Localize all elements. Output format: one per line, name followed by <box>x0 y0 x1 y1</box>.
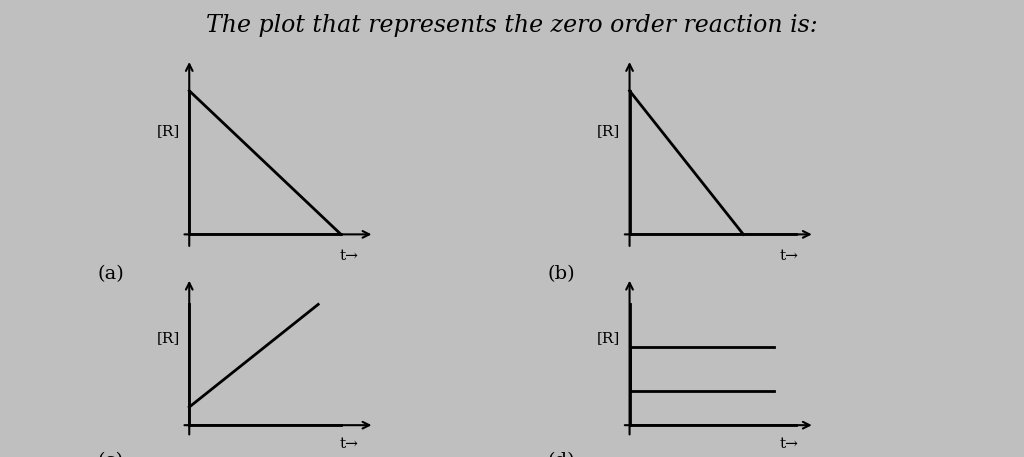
Text: t→: t→ <box>339 437 358 451</box>
Text: [R]: [R] <box>597 331 621 345</box>
Text: [R]: [R] <box>157 331 180 345</box>
Text: t→: t→ <box>779 437 799 451</box>
Text: [R]: [R] <box>597 124 621 138</box>
Text: (d): (d) <box>548 452 575 457</box>
Text: t→: t→ <box>339 249 358 263</box>
Text: The plot that represents the zero order reaction is:: The plot that represents the zero order … <box>206 14 818 37</box>
Text: t→: t→ <box>779 249 799 263</box>
Text: (c): (c) <box>97 452 124 457</box>
Text: [R]: [R] <box>157 124 180 138</box>
Text: (a): (a) <box>97 265 124 283</box>
Text: (b): (b) <box>548 265 575 283</box>
